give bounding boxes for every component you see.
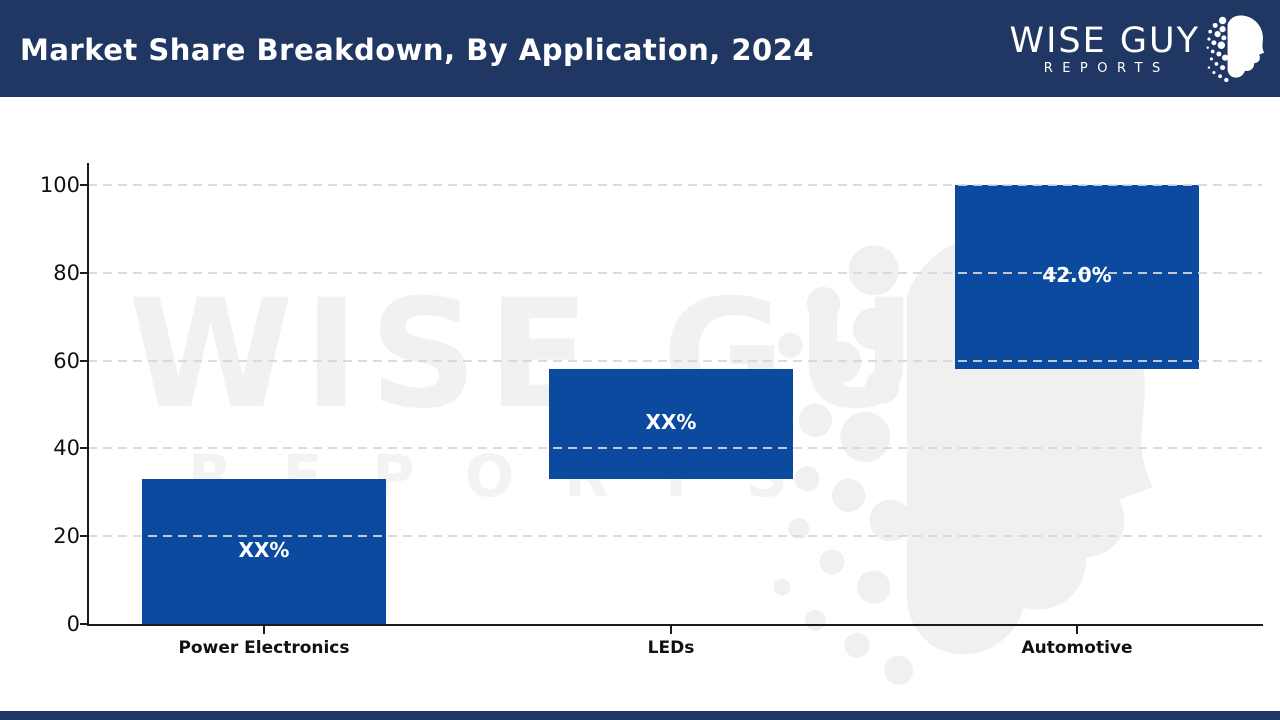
y-tick-mark-100 [80, 184, 88, 186]
y-tick-mark-60 [80, 359, 88, 362]
bar-automotive [955, 185, 1199, 370]
gridline-40 [88, 447, 1262, 450]
gridline-80 [88, 271, 1262, 274]
bar-value-label: 42.0% [1042, 263, 1112, 288]
x-tick-mark-1 [670, 626, 672, 634]
y-tick-label-20: 20 [53, 524, 80, 549]
y-tick-mark-40 [80, 447, 88, 450]
y-tick-mark-0 [80, 623, 88, 625]
gridline-100 [88, 184, 1262, 186]
logo-face-icon [1206, 15, 1265, 83]
y-tick-label-60: 60 [53, 348, 80, 373]
y-axis-spine [87, 163, 89, 625]
x-tick-mark-0 [263, 626, 265, 634]
bar-leds [549, 369, 793, 480]
x-tick-mark-2 [1076, 626, 1078, 634]
footer-bar [0, 711, 1280, 720]
logo-wordmark: WISE GUY [1009, 20, 1200, 61]
logo-text: WISE GUY REPORTS [1009, 23, 1200, 76]
logo-subtitle: REPORTS [1043, 60, 1170, 76]
bar-power-electronics [142, 479, 386, 624]
bar-value-label: XX% [238, 537, 290, 562]
y-tick-mark-80 [80, 271, 88, 274]
gridline-60 [88, 359, 1262, 362]
x-category-label: Power Electronics [178, 638, 350, 658]
x-category-label: LEDs [647, 638, 695, 658]
chart-title: Market Share Breakdown, By Application, … [20, 33, 815, 67]
gridline-20 [88, 535, 1262, 538]
y-tick-mark-20 [80, 535, 88, 538]
bar-value-label: XX% [645, 410, 697, 435]
y-tick-label-0: 0 [66, 612, 80, 636]
y-tick-label-80: 80 [53, 260, 80, 285]
y-tick-label-40: 40 [53, 436, 80, 461]
x-axis-spine [87, 624, 1263, 626]
header-bar: Market Share Breakdown, By Application, … [0, 0, 1280, 97]
x-category-label: Automotive [1021, 638, 1133, 658]
y-tick-label-100: 100 [39, 173, 80, 197]
wise-guy-logo: WISE GUY REPORTS [1009, 6, 1266, 92]
